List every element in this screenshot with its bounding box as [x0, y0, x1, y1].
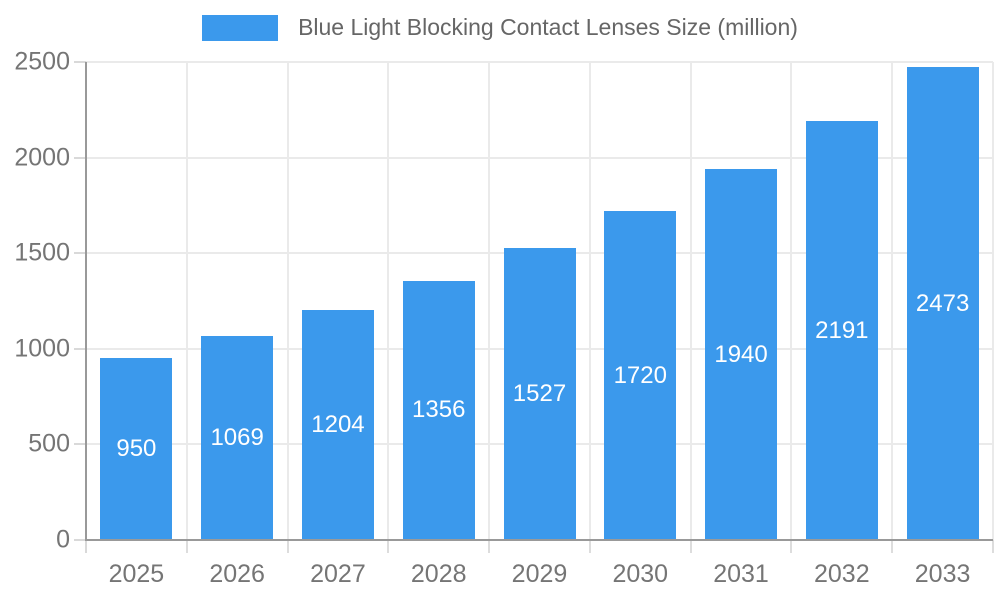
bar — [604, 211, 677, 540]
y-axis-label: 2500 — [14, 47, 70, 76]
bar-value-label: 2191 — [815, 316, 869, 344]
y-axis-label: 0 — [56, 525, 70, 554]
v-gridline — [891, 62, 894, 540]
legend-label: Blue Light Blocking Contact Lenses Size … — [298, 14, 798, 40]
bar — [402, 280, 475, 540]
y-axis-label: 500 — [28, 429, 70, 458]
v-gridline — [185, 62, 188, 540]
bar-value-label: 1720 — [613, 361, 667, 389]
bar — [100, 358, 173, 540]
bar-value-label: 1356 — [412, 396, 466, 424]
x-axis-tick — [992, 540, 994, 553]
x-axis-label: 2026 — [209, 560, 265, 588]
y-axis-tick — [74, 156, 86, 159]
y-axis-tick — [74, 252, 86, 255]
x-axis-tick — [85, 540, 87, 553]
x-axis-label: 2032 — [814, 560, 870, 588]
x-axis-tick — [790, 540, 793, 553]
v-gridline — [790, 62, 793, 540]
y-axis-tick — [74, 347, 86, 350]
bar — [503, 248, 576, 540]
y-axis-tick — [74, 539, 86, 541]
y-axis-tick — [74, 443, 86, 446]
x-axis-tick — [387, 540, 390, 553]
v-gridline — [588, 62, 591, 540]
bar — [705, 169, 778, 540]
x-axis-tick — [689, 540, 692, 553]
x-axis-tick — [588, 540, 591, 553]
y-axis-label: 1500 — [14, 238, 70, 267]
y-axis-line — [85, 62, 87, 540]
v-gridline — [689, 62, 692, 540]
bar-value-label: 950 — [116, 435, 157, 463]
v-gridline — [488, 62, 491, 540]
h-gridline — [86, 61, 993, 63]
x-axis-tick — [185, 540, 188, 553]
v-gridline — [286, 62, 289, 540]
x-axis-label: 2031 — [713, 560, 769, 588]
bar-value-label: 1527 — [512, 380, 567, 408]
x-axis-label: 2028 — [410, 560, 467, 588]
x-axis-label: 2025 — [108, 560, 165, 588]
x-axis-label: 2030 — [612, 560, 669, 588]
bar — [805, 121, 878, 540]
v-gridline — [387, 62, 390, 540]
legend-swatch-icon — [202, 14, 279, 41]
v-gridline — [992, 62, 994, 540]
x-axis-label: 2029 — [511, 560, 568, 588]
bar-value-label: 1204 — [311, 410, 365, 438]
bar-value-label: 1069 — [210, 423, 264, 451]
bar — [301, 309, 374, 540]
y-axis-tick — [74, 61, 86, 63]
y-axis-label: 1000 — [14, 334, 70, 363]
bar-value-label: 1940 — [714, 340, 768, 368]
x-axis-tick — [286, 540, 289, 553]
x-axis-label: 2033 — [914, 560, 971, 588]
bar — [906, 67, 979, 540]
x-axis-line — [85, 539, 993, 541]
legend[interactable]: Blue Light Blocking Contact Lenses Size … — [0, 14, 1000, 41]
h-gridline — [86, 156, 993, 159]
bar-value-label: 2473 — [915, 289, 970, 317]
x-axis-tick — [488, 540, 491, 553]
x-axis-label: 2027 — [310, 560, 366, 588]
bar — [201, 335, 274, 540]
y-axis-label: 2000 — [14, 143, 70, 172]
x-axis-tick — [891, 540, 894, 553]
